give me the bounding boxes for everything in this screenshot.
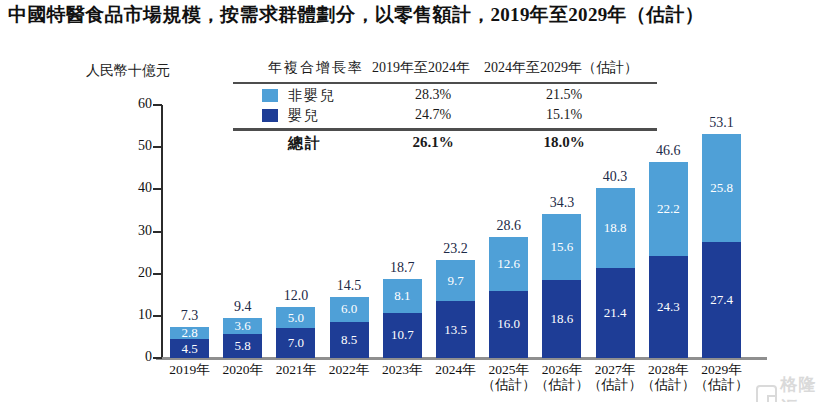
- segment-value-label: 4.5: [181, 343, 197, 355]
- gelonghui-watermark: 格隆汇: [756, 373, 830, 402]
- cagr-header-period-1: 2019年至2024年: [351, 59, 491, 77]
- bar-segment-non-infant: 25.8: [702, 134, 741, 243]
- cagr-value: 24.7%: [363, 107, 503, 123]
- cagr-total-value: 26.1%: [363, 134, 503, 151]
- segment-value-label: 6.0: [341, 303, 357, 315]
- segment-value-label: 9.7: [447, 275, 463, 287]
- chart-title: 中國特醫食品市場規模，按需求群體劃分，以零售額計，2019年至2029年（估計）: [8, 2, 824, 28]
- gelonghui-logo-icon: [756, 385, 777, 402]
- segment-value-label: 8.5: [341, 334, 357, 346]
- bar-total-label: 28.6: [479, 218, 539, 234]
- cagr-value: 15.1%: [489, 107, 639, 123]
- bar-segment-infant: 24.3: [649, 256, 688, 358]
- bar-total-label: 9.4: [213, 299, 273, 315]
- bar-segment-non-infant: 3.6: [223, 318, 262, 333]
- bar-total-label: 40.3: [585, 169, 645, 185]
- y-axis-tick-label: 40: [110, 180, 152, 196]
- segment-value-label: 27.4: [710, 294, 733, 306]
- bar-segment-infant: 4.5: [170, 339, 209, 358]
- cagr-table-header-row: 年複合增長率 2019年至2024年 2024年至2029年（估計）: [233, 57, 657, 81]
- cagr-row-total: 總計 26.1% 18.0%: [233, 133, 657, 157]
- bar-total-label: 14.5: [319, 278, 379, 294]
- legend-label-non-infant: 非嬰兒: [288, 87, 336, 105]
- segment-value-label: 3.6: [235, 320, 251, 332]
- x-axis-label: 2029年（估計）: [688, 362, 756, 392]
- bar-total-label: 18.7: [372, 260, 432, 276]
- bar-segment-non-infant: 6.0: [330, 297, 369, 322]
- bar-total-label: 34.3: [532, 195, 592, 211]
- x-axis-label-estimated-note: （估計）: [688, 377, 756, 392]
- segment-value-label: 24.3: [657, 301, 680, 313]
- bar-segment-non-infant: 9.7: [436, 260, 475, 301]
- segment-value-label: 18.8: [604, 222, 627, 234]
- segment-value-label: 15.6: [551, 241, 574, 253]
- bar-segment-non-infant: 18.8: [596, 188, 635, 267]
- y-axis-tick-mark: [153, 188, 162, 190]
- legend-label-infant: 嬰兒: [288, 107, 320, 125]
- bar-segment-non-infant: 8.1: [383, 279, 422, 313]
- bar-total-label: 23.2: [426, 241, 486, 257]
- y-axis-tick-mark: [153, 104, 162, 106]
- bar-segment-infant: 10.7: [383, 313, 422, 358]
- y-axis-tick-label: 50: [110, 138, 152, 154]
- table-divider-bottom: [233, 128, 657, 131]
- bar-segment-infant: 8.5: [330, 322, 369, 358]
- segment-value-label: 2.8: [181, 327, 197, 339]
- segment-value-label: 22.2: [657, 203, 680, 215]
- cagr-total-label: 總計: [288, 134, 322, 153]
- bar-segment-non-infant: 12.6: [489, 237, 528, 290]
- segment-value-label: 8.1: [394, 290, 410, 302]
- y-axis-tick-mark: [153, 273, 162, 275]
- cagr-table: 年複合增長率 2019年至2024年 2024年至2029年（估計） 非嬰兒 2…: [233, 57, 657, 81]
- bar-segment-non-infant: 22.2: [649, 162, 688, 256]
- segment-value-label: 12.6: [497, 258, 520, 270]
- y-axis-tick-mark: [153, 231, 162, 233]
- segment-value-label: 5.8: [235, 340, 251, 352]
- bar-segment-non-infant: 2.8: [170, 327, 209, 339]
- segment-value-label: 18.6: [551, 313, 574, 325]
- bar-segment-infant: 5.8: [223, 334, 262, 358]
- segment-value-label: 7.0: [288, 337, 304, 349]
- cagr-header-label: 年複合增長率: [268, 59, 364, 77]
- bar-segment-infant: 7.0: [276, 328, 315, 358]
- bar-segment-infant: 16.0: [489, 291, 528, 358]
- watermark-text: 格隆汇: [781, 373, 830, 402]
- bar-total-label: 7.3: [160, 308, 220, 324]
- bar-total-label: 12.0: [266, 288, 326, 304]
- cagr-value: 21.5%: [489, 87, 639, 103]
- y-axis-tick-mark: [153, 146, 162, 148]
- segment-value-label: 5.0: [288, 312, 304, 324]
- bar-segment-infant: 18.6: [542, 280, 581, 358]
- segment-value-label: 21.4: [604, 307, 627, 319]
- cagr-header-period-2: 2024年至2029年（估計）: [471, 59, 651, 77]
- y-axis-tick-label: 60: [110, 96, 152, 112]
- bar-segment-infant: 27.4: [702, 242, 741, 358]
- chart-canvas: 中國特醫食品市場規模，按需求群體劃分，以零售額計，2019年至2029年（估計）…: [0, 0, 830, 402]
- legend-swatch-infant: [262, 109, 278, 122]
- bar-segment-non-infant: 5.0: [276, 307, 315, 328]
- bar-total-label: 53.1: [692, 115, 752, 131]
- legend-swatch-non-infant: [262, 89, 278, 102]
- y-axis-unit-label: 人民幣十億元: [86, 62, 170, 80]
- segment-value-label: 10.7: [391, 329, 414, 341]
- cagr-total-value: 18.0%: [489, 134, 639, 151]
- segment-value-label: 13.5: [444, 324, 467, 336]
- segment-value-label: 25.8: [710, 182, 733, 194]
- table-divider-top: [233, 82, 657, 84]
- cagr-value: 28.3%: [363, 87, 503, 103]
- bar-segment-infant: 21.4: [596, 268, 635, 358]
- y-axis-tick-mark: [153, 357, 162, 359]
- y-axis-tick-label: 20: [110, 265, 152, 281]
- y-axis-tick-label: 10: [110, 307, 152, 323]
- bar-total-label: 46.6: [638, 143, 698, 159]
- y-axis-tick-label: 0: [110, 349, 152, 365]
- bar-segment-non-infant: 15.6: [542, 214, 581, 280]
- y-axis-tick-label: 30: [110, 223, 152, 239]
- bar-segment-infant: 13.5: [436, 301, 475, 358]
- segment-value-label: 16.0: [497, 318, 520, 330]
